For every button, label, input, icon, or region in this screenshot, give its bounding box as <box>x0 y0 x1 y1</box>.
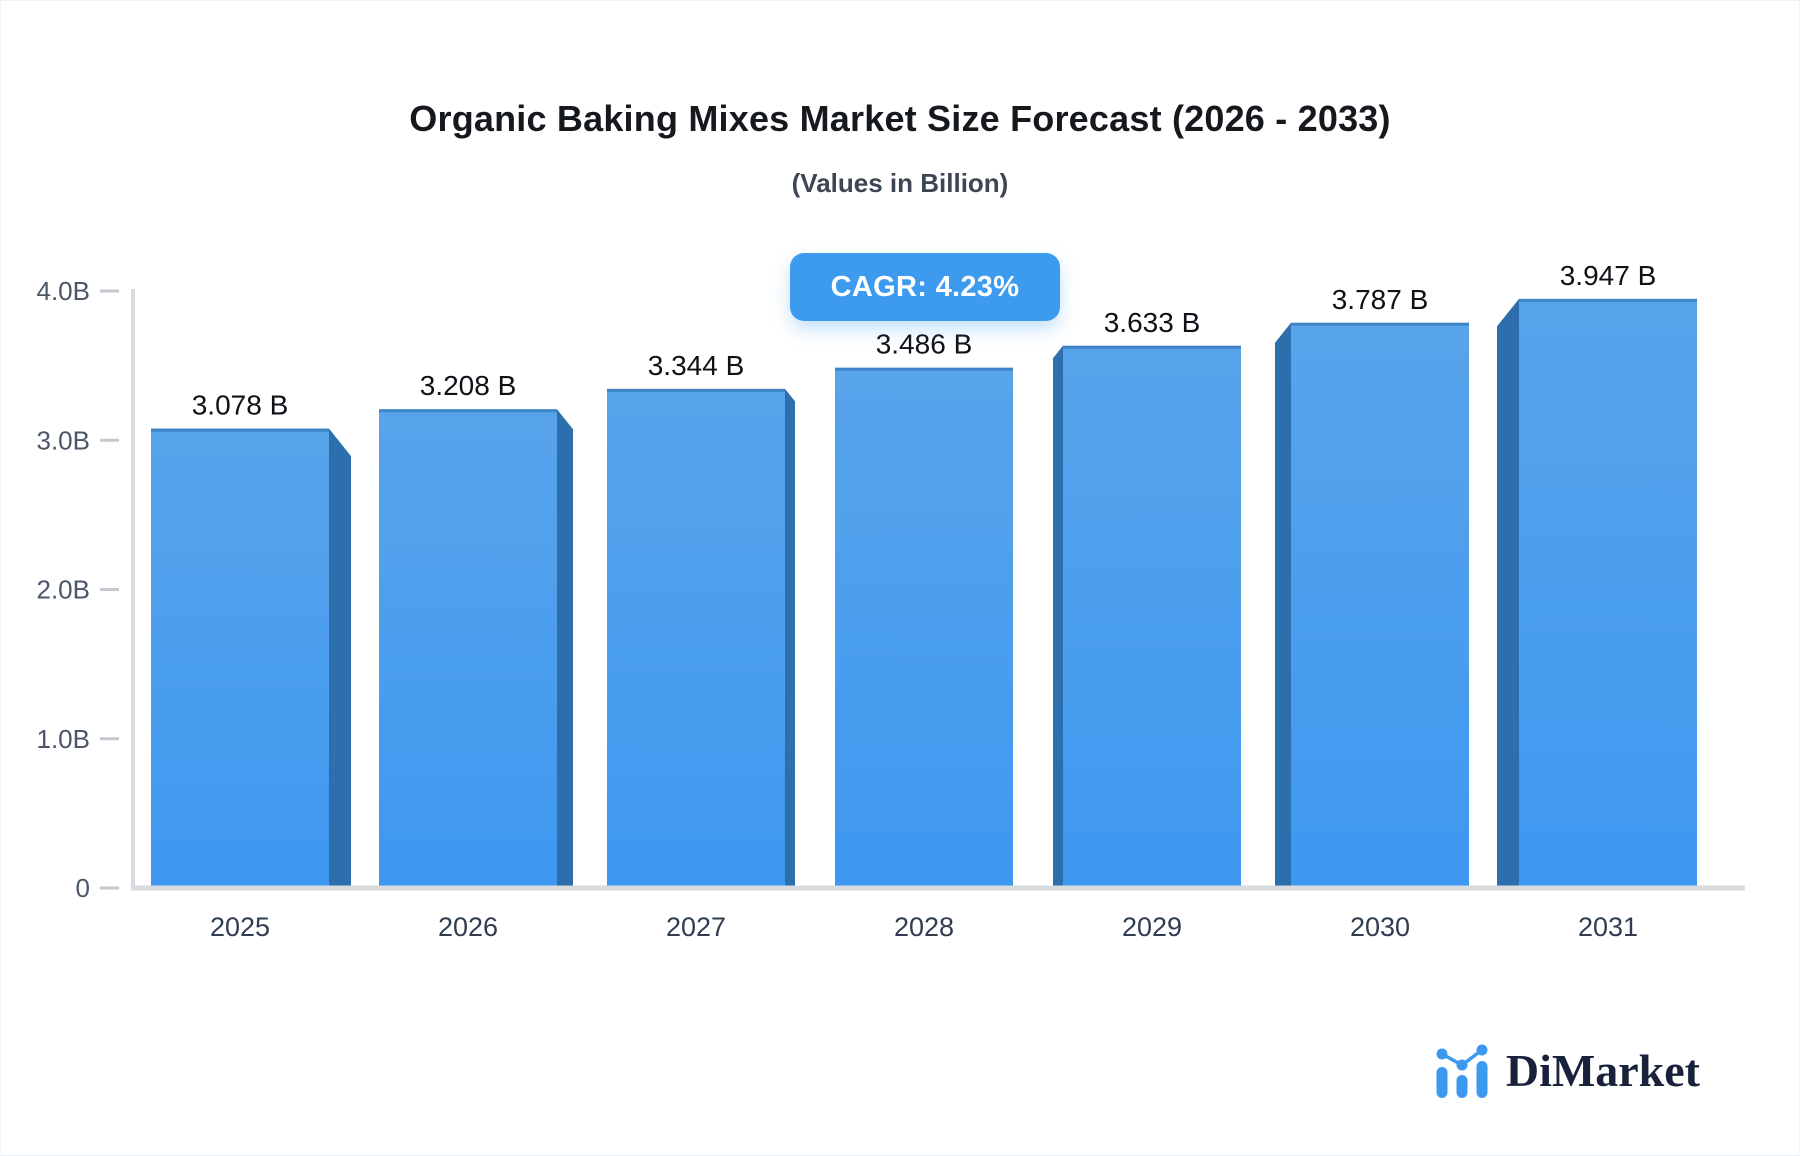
value-label-2030: 3.787 B <box>1332 284 1429 315</box>
y-tick-label: 0 <box>76 873 90 903</box>
bar-side-2030 <box>1275 322 1291 886</box>
x-tick-label-2029: 2029 <box>1122 912 1182 942</box>
bar-side-2027 <box>785 388 795 886</box>
x-tick-label-2026: 2026 <box>438 912 498 942</box>
bar-chart-logo-icon <box>1436 1044 1488 1098</box>
chart-title: Organic Baking Mixes Market Size Forecas… <box>409 98 1391 139</box>
bar-2029 <box>1063 345 1241 886</box>
brand-logo: DiMarket <box>1434 1044 1700 1098</box>
chart-subtitle: (Values in Billion) <box>791 168 1009 198</box>
y-tick-label: 4.0B <box>37 276 91 306</box>
bar-2027 <box>607 388 785 886</box>
value-label-2026: 3.208 B <box>420 370 517 401</box>
bar-2026 <box>379 409 557 886</box>
bar-side-2025 <box>329 428 351 886</box>
bar-2025 <box>151 428 329 886</box>
value-label-2027: 3.344 B <box>648 350 745 381</box>
bar-side-2031 <box>1497 298 1519 886</box>
bar-2028 <box>835 367 1013 887</box>
bar-side-2029 <box>1053 345 1063 886</box>
value-label-2028: 3.486 B <box>876 329 973 360</box>
y-tick-label: 1.0B <box>37 724 91 754</box>
cagr-badge: CAGR: 4.23% <box>790 253 1060 321</box>
x-tick-label-2031: 2031 <box>1578 912 1638 942</box>
y-tick-label: 2.0B <box>37 575 91 605</box>
x-tick-label-2025: 2025 <box>210 912 270 942</box>
value-label-2025: 3.078 B <box>192 390 289 421</box>
bar-side-2026 <box>557 409 573 886</box>
y-tick-label: 3.0B <box>37 425 91 455</box>
bar-2030 <box>1291 322 1469 886</box>
x-tick-label-2027: 2027 <box>666 912 726 942</box>
x-tick-label-2030: 2030 <box>1350 912 1410 942</box>
value-label-2031: 3.947 B <box>1560 260 1657 291</box>
bar-2031 <box>1519 298 1697 886</box>
x-tick-label-2028: 2028 <box>894 912 954 942</box>
value-label-2029: 3.633 B <box>1104 307 1201 338</box>
brand-name: DiMarket <box>1505 1045 1700 1096</box>
